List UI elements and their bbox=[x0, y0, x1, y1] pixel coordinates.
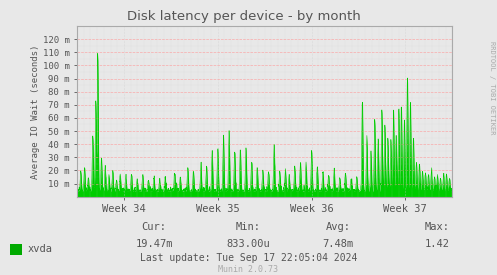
Text: 1.42: 1.42 bbox=[425, 239, 450, 249]
Text: Max:: Max: bbox=[425, 222, 450, 232]
Text: Munin 2.0.73: Munin 2.0.73 bbox=[219, 265, 278, 274]
Text: RRDTOOL / TOBI OETIKER: RRDTOOL / TOBI OETIKER bbox=[489, 41, 495, 135]
Text: Avg:: Avg: bbox=[326, 222, 350, 232]
Text: 7.48m: 7.48m bbox=[323, 239, 353, 249]
Text: Disk latency per device - by month: Disk latency per device - by month bbox=[127, 10, 360, 23]
Text: Last update: Tue Sep 17 22:05:04 2024: Last update: Tue Sep 17 22:05:04 2024 bbox=[140, 254, 357, 263]
Text: Min:: Min: bbox=[236, 222, 261, 232]
Text: 19.47m: 19.47m bbox=[135, 239, 173, 249]
Y-axis label: Average IO Wait (seconds): Average IO Wait (seconds) bbox=[31, 44, 40, 178]
Text: xvda: xvda bbox=[27, 244, 52, 254]
Text: Cur:: Cur: bbox=[142, 222, 166, 232]
Text: 833.00u: 833.00u bbox=[227, 239, 270, 249]
